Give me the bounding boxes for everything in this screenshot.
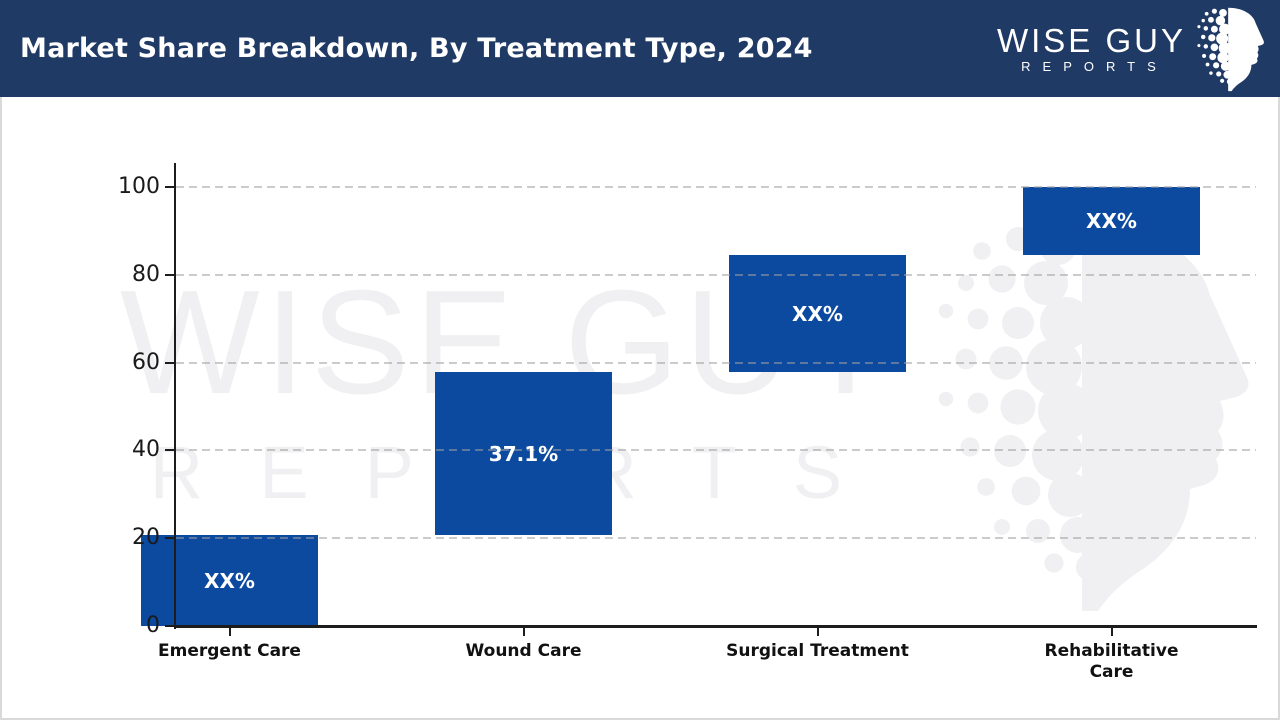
bar bbox=[435, 372, 612, 536]
y-tick-label: 0 bbox=[146, 613, 160, 638]
y-tick-label: 100 bbox=[118, 174, 160, 199]
x-tick bbox=[816, 628, 819, 636]
bar-value-label: 37.1% bbox=[488, 441, 559, 466]
header-bar: Market Share Breakdown, By Treatment Typ… bbox=[0, 0, 1280, 97]
logo-reports-text: REPORTS bbox=[1021, 58, 1168, 74]
category-label-line: Emergent Care bbox=[158, 641, 301, 661]
y-tick bbox=[165, 625, 174, 627]
x-tick bbox=[522, 628, 525, 636]
x-tick bbox=[228, 628, 231, 636]
category-label: Emergent Care bbox=[120, 641, 340, 662]
panel-border-right bbox=[1278, 97, 1280, 720]
y-tick bbox=[165, 186, 174, 188]
gridline bbox=[176, 449, 1256, 452]
y-tick bbox=[165, 449, 174, 452]
y-axis bbox=[174, 163, 176, 629]
panel-border-left bbox=[0, 97, 2, 720]
gridline bbox=[176, 361, 1256, 364]
bar-value-label: XX% bbox=[1086, 209, 1137, 234]
dotted-head-logo-icon bbox=[1197, 7, 1264, 91]
y-tick-label: 80 bbox=[132, 261, 160, 287]
category-label: Rehabilitative Care bbox=[1002, 641, 1222, 683]
gridline bbox=[176, 273, 1256, 276]
bar-value-label: XX% bbox=[204, 568, 255, 593]
brand-logo: WISE GUY REPORTS bbox=[997, 6, 1266, 92]
y-tick bbox=[165, 361, 174, 364]
panel-border-bottom bbox=[0, 718, 1280, 720]
x-tick bbox=[1110, 628, 1113, 636]
bar bbox=[141, 535, 318, 626]
y-tick-label: 20 bbox=[132, 525, 160, 551]
category-label: Wound Care bbox=[414, 641, 634, 662]
gridline bbox=[176, 186, 1256, 188]
category-label-line: Wound Care bbox=[465, 641, 582, 661]
y-tick-label: 40 bbox=[132, 437, 160, 463]
brand-logo-text: WISE GUY REPORTS bbox=[996, 21, 1186, 75]
category-label-line: Care bbox=[1089, 662, 1134, 682]
chart-title: Market Share Breakdown, By Treatment Typ… bbox=[20, 33, 813, 64]
y-tick-label: 60 bbox=[132, 349, 160, 375]
gridline bbox=[176, 537, 1256, 540]
x-axis bbox=[174, 625, 1257, 628]
bar-value-label: XX% bbox=[792, 301, 843, 326]
y-tick bbox=[165, 537, 174, 540]
category-label-line: Rehabilitative bbox=[1044, 641, 1179, 661]
y-tick bbox=[165, 273, 174, 276]
category-label: Surgical Treatment bbox=[708, 641, 928, 662]
logo-wiseguy-text: WISE GUY bbox=[996, 21, 1186, 59]
category-label-line: Surgical Treatment bbox=[726, 641, 909, 661]
